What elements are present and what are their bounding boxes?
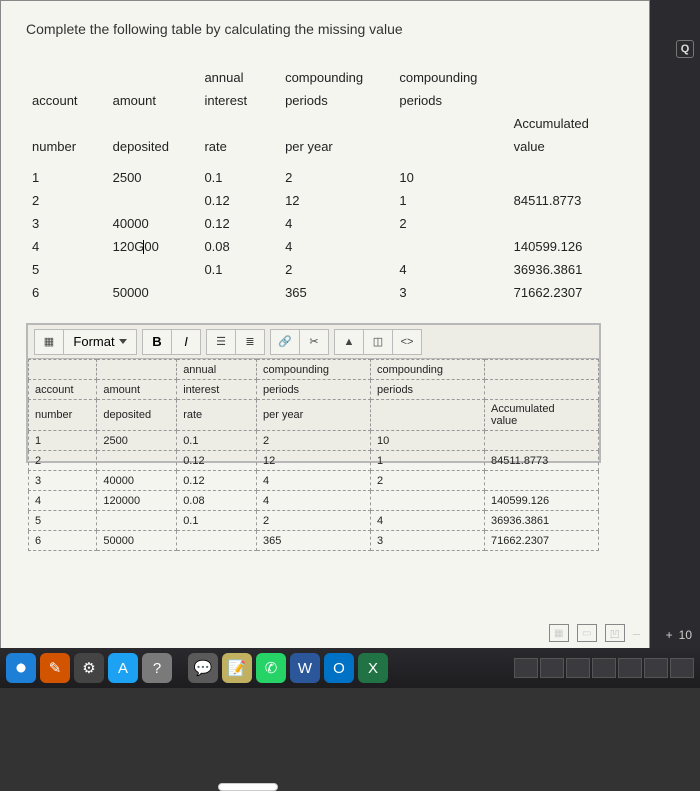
text-cursor-icon (143, 240, 144, 254)
italic-button[interactable]: I (171, 329, 201, 355)
hdr-compounding-2: compounding (395, 67, 507, 88)
image-button[interactable]: ▲ (334, 329, 364, 355)
table-button[interactable]: ▦ (34, 329, 64, 355)
ol-button[interactable]: ≣ (235, 329, 265, 355)
unlink-icon: ✂ (309, 335, 318, 348)
table-row: 5 0.1 2 4 36936.3861 (29, 511, 599, 531)
table-row: 4 120000 0.08 4 140599.126 (29, 491, 599, 511)
hdr-rate: rate (200, 136, 279, 157)
window-thumb[interactable] (592, 658, 616, 678)
zoom-value: 10 (679, 628, 692, 642)
view-web-button[interactable]: 凹 (605, 624, 625, 642)
table-row: 4 120G00 0.08 4 140599.126 (28, 236, 622, 257)
word-icon[interactable]: W (290, 653, 320, 683)
hdr-periods-1: periods (281, 90, 393, 111)
editor-toolbar: ▦ Format B I ☰ ≣ 🔗 ✂ ▲ ◫ <> (28, 325, 599, 359)
hdr-amount: amount (109, 90, 199, 111)
bold-button[interactable]: B (142, 329, 172, 355)
minus-icon[interactable]: – (633, 626, 640, 641)
link-button[interactable]: 🔗 (270, 329, 300, 355)
hdr-per-year: per year (281, 136, 393, 157)
link-icon: 🔗 (278, 335, 292, 348)
hdr-periods-2: periods (395, 90, 507, 111)
hdr-annual: annual (200, 67, 279, 88)
chat-icon[interactable]: 💬 (188, 653, 218, 683)
hdr-value: value (510, 136, 622, 157)
chevron-down-icon (119, 339, 127, 344)
format-dropdown[interactable]: Format (63, 329, 137, 355)
question-text: Complete the following table by calculat… (26, 21, 624, 37)
window-thumbnails (514, 658, 694, 678)
list-ol-icon: ≣ (245, 335, 254, 348)
list-ul-icon: ☰ (216, 335, 226, 348)
unlink-button[interactable]: ✂ (299, 329, 329, 355)
table-row: 2 0.12 12 1 84511.8773 (29, 451, 599, 471)
code-icon: <> (401, 336, 414, 348)
view-grid-button[interactable]: ▦ (549, 624, 569, 642)
hdr-number: number (28, 136, 107, 157)
editor-block: ▦ Format B I ☰ ≣ 🔗 ✂ ▲ ◫ <> (26, 323, 601, 463)
chart-icon: ◫ (373, 335, 383, 348)
chart-button[interactable]: ◫ (363, 329, 393, 355)
view-mode-icons: ▦ ▭ 凹 – (549, 624, 640, 642)
resize-handle[interactable] (218, 783, 278, 791)
window-thumb[interactable] (644, 658, 668, 678)
hdr-account: account (28, 90, 107, 111)
table-row: 6 50000 365 3 71662.2307 (29, 531, 599, 551)
editor-table[interactable]: annual compounding compounding account a… (28, 359, 599, 551)
document-page: Complete the following table by calculat… (0, 0, 650, 650)
hdr-compounding-1: compounding (281, 67, 393, 88)
table-row: 1 2500 0.1 2 10 (28, 167, 622, 188)
pencil-icon[interactable]: ✎ (40, 653, 70, 683)
window-thumb[interactable] (514, 658, 538, 678)
table-row: 6 50000 365 3 71662.2307 (28, 282, 622, 303)
settings-icon[interactable]: ⚙ (74, 653, 104, 683)
zoom-controls: + 10 (666, 628, 692, 642)
window-thumb[interactable] (566, 658, 590, 678)
window-thumb[interactable] (540, 658, 564, 678)
table-row: 5 0.1 2 4 36936.3861 (28, 259, 622, 280)
window-thumb[interactable] (618, 658, 642, 678)
amount-with-cursor: 120G00 (109, 236, 199, 257)
image-icon: ▲ (344, 336, 355, 348)
hdr-accumulated: Accumulated (510, 113, 622, 134)
note-icon[interactable]: 📝 (222, 653, 252, 683)
format-label: Format (73, 334, 114, 349)
table-row: 3 40000 0.12 4 2 (29, 471, 599, 491)
excel-icon[interactable]: X (358, 653, 388, 683)
hdr-deposited: deposited (109, 136, 199, 157)
window-thumb[interactable] (670, 658, 694, 678)
right-sidebar: Q (650, 0, 700, 650)
zoom-plus[interactable]: + (666, 628, 673, 642)
table-row: 2 0.12 12 1 84511.8773 (28, 190, 622, 211)
main-data-table: annual compounding compounding account a… (26, 65, 624, 305)
taskbar: ✦ ✎ ⚙ A ? 💬 📝 ✆ W O X (0, 648, 700, 688)
table-icon: ▦ (44, 335, 54, 348)
code-button[interactable]: <> (392, 329, 422, 355)
search-button[interactable]: Q (676, 40, 694, 58)
hdr-interest: interest (200, 90, 279, 111)
appstore-icon[interactable]: A (108, 653, 138, 683)
outlook-icon[interactable]: O (324, 653, 354, 683)
table-row: 3 40000 0.12 4 2 (28, 213, 622, 234)
safari-icon[interactable]: ✦ (6, 653, 36, 683)
table-row: 1 2500 0.1 2 10 (29, 431, 599, 451)
view-page-button[interactable]: ▭ (577, 624, 597, 642)
whatsapp-icon[interactable]: ✆ (256, 653, 286, 683)
help-icon[interactable]: ? (142, 653, 172, 683)
ul-button[interactable]: ☰ (206, 329, 236, 355)
